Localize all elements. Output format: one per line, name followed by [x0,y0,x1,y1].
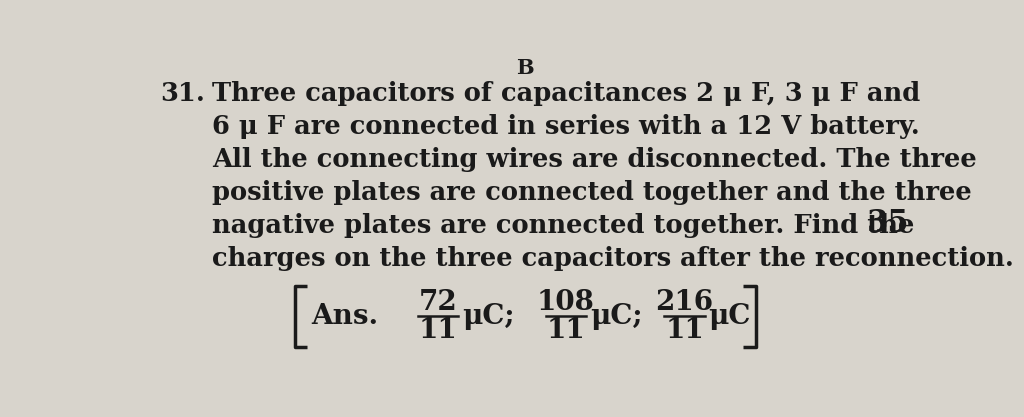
Text: nagative plates are connected together. Find the: nagative plates are connected together. … [212,213,914,238]
Text: μC;: μC; [590,303,642,330]
Text: 6 μ F are connected in series with a 12 V battery.: 6 μ F are connected in series with a 12 … [212,114,920,139]
Text: Ans.: Ans. [311,303,379,330]
Text: B: B [516,58,534,78]
Text: All the connecting wires are disconnected. The three: All the connecting wires are disconnecte… [212,147,977,172]
Text: 216: 216 [655,289,714,316]
Text: charges on the three capacitors after the reconnection.: charges on the three capacitors after th… [212,246,1014,271]
Text: 72: 72 [419,289,458,316]
Text: 31.: 31. [161,81,206,106]
Text: Three capacitors of capacitances 2 μ F, 3 μ F and: Three capacitors of capacitances 2 μ F, … [212,81,920,106]
Text: μC: μC [709,303,751,330]
Text: 11: 11 [547,317,586,344]
Text: 108: 108 [537,289,595,316]
Text: 11: 11 [419,317,458,344]
Text: positive plates are connected together and the three: positive plates are connected together a… [212,180,972,205]
Text: 11: 11 [665,317,703,344]
Text: 35: 35 [866,208,909,239]
Text: μC;: μC; [462,303,514,330]
